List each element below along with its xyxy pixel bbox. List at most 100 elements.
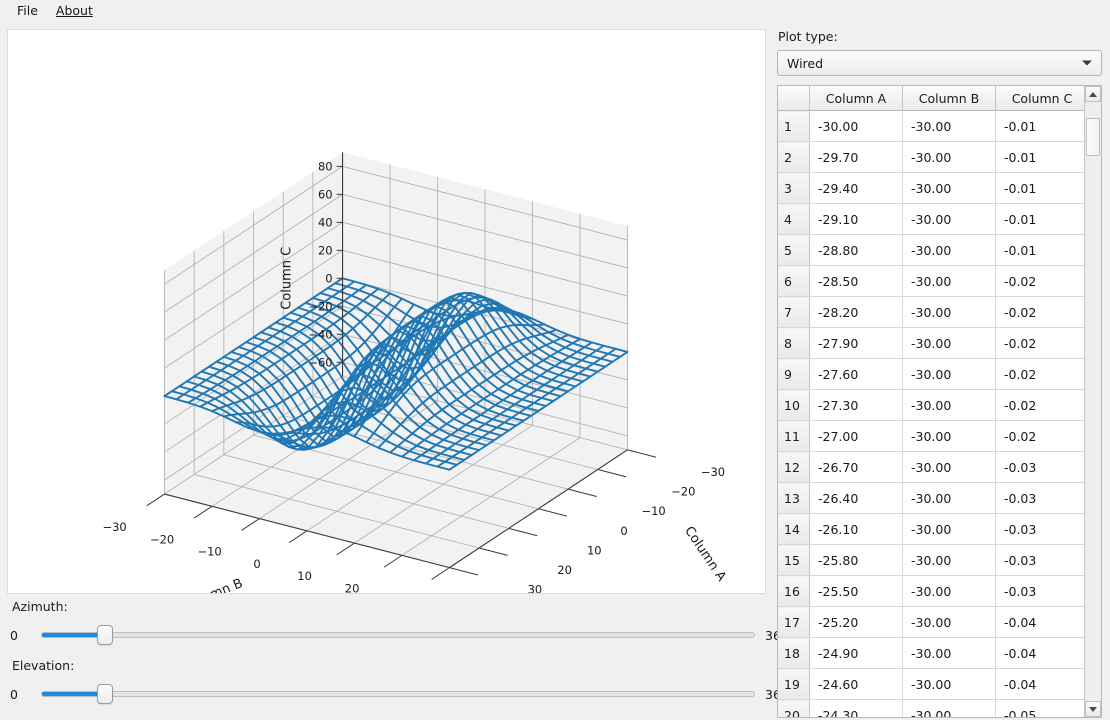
table-row[interactable]: 1 -30.00 -30.00 -0.01: [778, 110, 1089, 142]
cell-column-b[interactable]: -30.00: [902, 172, 996, 204]
cell-column-a[interactable]: -29.10: [809, 203, 903, 235]
table-row[interactable]: 12 -26.70 -30.00 -0.03: [778, 451, 1089, 483]
cell-column-b[interactable]: -30.00: [902, 265, 996, 297]
cell-column-c[interactable]: -0.01: [995, 234, 1089, 266]
column-header-b[interactable]: Column B: [902, 86, 996, 111]
row-number-cell[interactable]: 11: [778, 420, 810, 452]
cell-column-a[interactable]: -24.90: [809, 637, 903, 669]
table-row[interactable]: 4 -29.10 -30.00 -0.01: [778, 203, 1089, 235]
table-vertical-scrollbar[interactable]: [1084, 86, 1101, 717]
cell-column-c[interactable]: -0.02: [995, 265, 1089, 297]
cell-column-b[interactable]: -30.00: [902, 606, 996, 638]
row-number-cell[interactable]: 8: [778, 327, 810, 359]
table-row[interactable]: 14 -26.10 -30.00 -0.03: [778, 513, 1089, 545]
table-row[interactable]: 2 -29.70 -30.00 -0.01: [778, 141, 1089, 173]
cell-column-c[interactable]: -0.02: [995, 420, 1089, 452]
row-number-cell[interactable]: 17: [778, 606, 810, 638]
elevation-slider[interactable]: [41, 684, 755, 704]
cell-column-a[interactable]: -25.20: [809, 606, 903, 638]
row-number-cell[interactable]: 10: [778, 389, 810, 421]
plot-type-select[interactable]: Wired: [777, 50, 1102, 76]
table-row[interactable]: 15 -25.80 -30.00 -0.03: [778, 544, 1089, 576]
row-number-cell[interactable]: 13: [778, 482, 810, 514]
cell-column-a[interactable]: -26.10: [809, 513, 903, 545]
cell-column-c[interactable]: -0.02: [995, 327, 1089, 359]
cell-column-b[interactable]: -30.00: [902, 544, 996, 576]
cell-column-a[interactable]: -25.50: [809, 575, 903, 607]
table-row[interactable]: 16 -25.50 -30.00 -0.03: [778, 575, 1089, 607]
cell-column-b[interactable]: -30.00: [902, 389, 996, 421]
cell-column-b[interactable]: -30.00: [902, 110, 996, 142]
column-header-a[interactable]: Column A: [809, 86, 903, 111]
menu-item-file[interactable]: File: [8, 1, 47, 21]
row-number-cell[interactable]: 19: [778, 668, 810, 700]
cell-column-c[interactable]: -0.02: [995, 358, 1089, 390]
azimuth-slider[interactable]: [41, 625, 755, 645]
cell-column-a[interactable]: -24.60: [809, 668, 903, 700]
cell-column-a[interactable]: -25.80: [809, 544, 903, 576]
cell-column-c[interactable]: -0.01: [995, 141, 1089, 173]
row-number-cell[interactable]: 2: [778, 141, 810, 173]
row-number-cell[interactable]: 14: [778, 513, 810, 545]
cell-column-a[interactable]: -26.40: [809, 482, 903, 514]
cell-column-b[interactable]: -30.00: [902, 513, 996, 545]
cell-column-a[interactable]: -29.40: [809, 172, 903, 204]
cell-column-b[interactable]: -30.00: [902, 234, 996, 266]
row-number-cell[interactable]: 1: [778, 110, 810, 142]
table-row[interactable]: 5 -28.80 -30.00 -0.01: [778, 234, 1089, 266]
row-number-cell[interactable]: 6: [778, 265, 810, 297]
table-row[interactable]: 17 -25.20 -30.00 -0.04: [778, 606, 1089, 638]
cell-column-b[interactable]: -30.00: [902, 451, 996, 483]
cell-column-b[interactable]: -30.00: [902, 699, 996, 717]
data-table-container[interactable]: Column A Column B Column C 1 -30.00 -30.00…: [777, 85, 1102, 718]
table-row[interactable]: 8 -27.90 -30.00 -0.02: [778, 327, 1089, 359]
cell-column-c[interactable]: -0.02: [995, 389, 1089, 421]
cell-column-b[interactable]: -30.00: [902, 420, 996, 452]
cell-column-a[interactable]: -27.30: [809, 389, 903, 421]
scrollbar-trough[interactable]: [1085, 102, 1101, 701]
cell-column-a[interactable]: -27.90: [809, 327, 903, 359]
table-row[interactable]: 13 -26.40 -30.00 -0.03: [778, 482, 1089, 514]
scrollbar-thumb[interactable]: [1086, 117, 1100, 156]
cell-column-b[interactable]: -30.00: [902, 637, 996, 669]
table-row[interactable]: 20 -24.30 -30.00 -0.05: [778, 699, 1089, 717]
table-row[interactable]: 18 -24.90 -30.00 -0.04: [778, 637, 1089, 669]
table-row[interactable]: 19 -24.60 -30.00 -0.04: [778, 668, 1089, 700]
row-number-cell[interactable]: 7: [778, 296, 810, 328]
cell-column-c[interactable]: -0.01: [995, 203, 1089, 235]
table-row[interactable]: 11 -27.00 -30.00 -0.02: [778, 420, 1089, 452]
cell-column-c[interactable]: -0.04: [995, 637, 1089, 669]
menu-item-about[interactable]: About: [47, 1, 102, 21]
row-number-cell[interactable]: 20: [778, 699, 810, 717]
row-number-cell[interactable]: 12: [778, 451, 810, 483]
cell-column-a[interactable]: -27.60: [809, 358, 903, 390]
cell-column-a[interactable]: -30.00: [809, 110, 903, 142]
table-row[interactable]: 10 -27.30 -30.00 -0.02: [778, 389, 1089, 421]
elevation-slider-thumb[interactable]: [97, 684, 114, 704]
cell-column-c[interactable]: -0.02: [995, 296, 1089, 328]
cell-column-c[interactable]: -0.01: [995, 172, 1089, 204]
cell-column-c[interactable]: -0.03: [995, 513, 1089, 545]
cell-column-c[interactable]: -0.03: [995, 544, 1089, 576]
cell-column-b[interactable]: -30.00: [902, 668, 996, 700]
plot-canvas[interactable]: −30−20−1001020303020100−10−20−30−60−40−2…: [7, 29, 766, 594]
column-header-c[interactable]: Column C: [995, 86, 1089, 111]
cell-column-b[interactable]: -30.00: [902, 575, 996, 607]
cell-column-c[interactable]: -0.01: [995, 110, 1089, 142]
cell-column-b[interactable]: -30.00: [902, 203, 996, 235]
table-row[interactable]: 9 -27.60 -30.00 -0.02: [778, 358, 1089, 390]
cell-column-c[interactable]: -0.03: [995, 575, 1089, 607]
cell-column-c[interactable]: -0.03: [995, 451, 1089, 483]
cell-column-a[interactable]: -24.30: [809, 699, 903, 717]
row-number-cell[interactable]: 5: [778, 234, 810, 266]
cell-column-c[interactable]: -0.05: [995, 699, 1089, 717]
cell-column-c[interactable]: -0.04: [995, 606, 1089, 638]
table-row[interactable]: 6 -28.50 -30.00 -0.02: [778, 265, 1089, 297]
cell-column-a[interactable]: -27.00: [809, 420, 903, 452]
row-number-cell[interactable]: 4: [778, 203, 810, 235]
row-number-cell[interactable]: 9: [778, 358, 810, 390]
cell-column-b[interactable]: -30.00: [902, 296, 996, 328]
cell-column-c[interactable]: -0.03: [995, 482, 1089, 514]
row-number-cell[interactable]: 3: [778, 172, 810, 204]
scroll-up-button[interactable]: [1085, 86, 1101, 102]
